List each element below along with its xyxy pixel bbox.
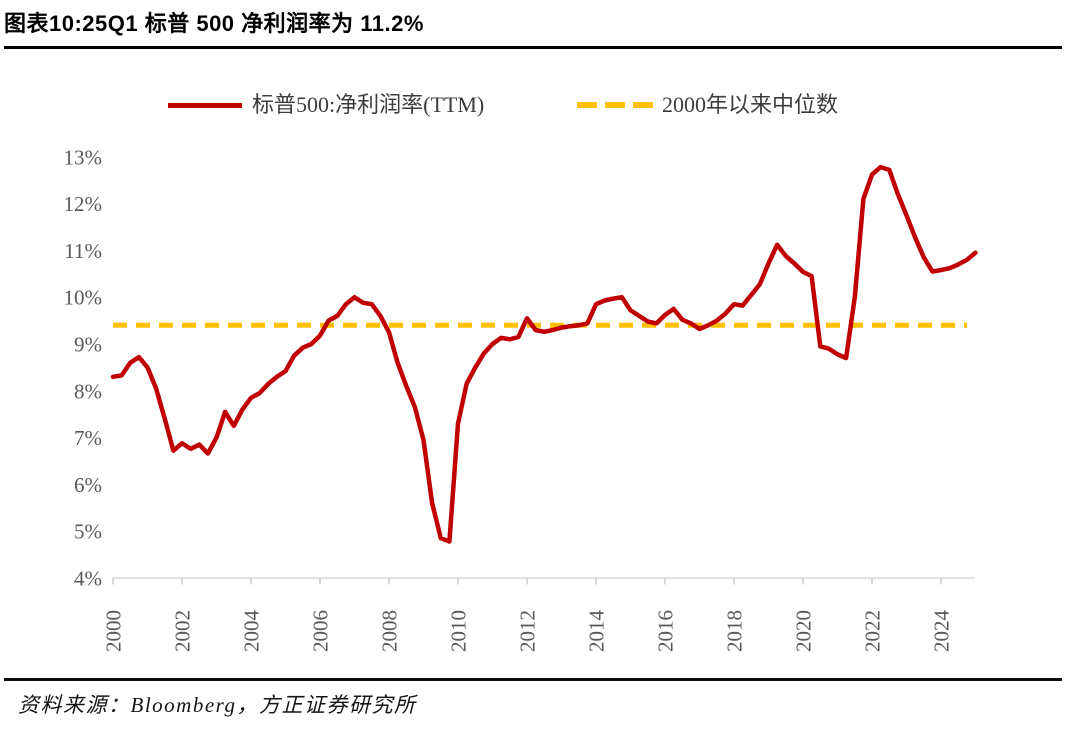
- x-axis-label: 2012: [516, 610, 540, 652]
- legend-median-label: 2000年以来中位数: [662, 92, 839, 117]
- x-axis-label: 2010: [447, 610, 471, 652]
- y-axis-label: 8%: [74, 379, 102, 403]
- x-axis-label: 2000: [102, 610, 126, 652]
- x-axis-label: 2006: [309, 610, 333, 652]
- y-axis-label: 9%: [74, 333, 102, 357]
- x-axis-label: 2022: [861, 610, 885, 652]
- x-axis-label: 2002: [171, 610, 195, 652]
- x-axis-label: 2018: [723, 610, 747, 652]
- x-axis-label: 2014: [585, 610, 609, 653]
- y-axis-label: 4%: [74, 567, 102, 591]
- legend-item-median: 2000年以来中位数: [577, 92, 838, 118]
- legend-item-series: 标普500:净利润率(TTM): [168, 92, 484, 118]
- y-axis-label: 12%: [64, 192, 103, 216]
- y-axis-label: 11%: [64, 239, 102, 263]
- series-line-swatch-icon: [168, 102, 242, 108]
- series-line: [110, 164, 978, 544]
- figure-title: 图表10:25Q1 标普 500 净利润率为 11.2%: [4, 11, 424, 36]
- source-note: 资料来源：Bloomberg，方正证券研究所: [18, 693, 417, 717]
- x-axis-label: 2020: [792, 610, 816, 652]
- y-axis-label: 6%: [74, 473, 102, 497]
- title-divider: [4, 46, 1062, 49]
- x-axis-label: 2004: [240, 610, 264, 653]
- x-axis-label: 2016: [654, 610, 678, 652]
- footer-divider: [4, 678, 1062, 681]
- x-axis-label: 2008: [378, 610, 402, 652]
- legend-series-label: 标普500:净利润率(TTM): [252, 92, 485, 117]
- y-axis-label: 10%: [64, 286, 103, 310]
- x-axis-label: 2024: [930, 610, 954, 653]
- median-dash-swatch-icon: [577, 102, 654, 108]
- y-axis-label: 13%: [64, 145, 103, 169]
- y-axis-label: 7%: [74, 426, 102, 450]
- y-axis-label: 5%: [74, 520, 102, 544]
